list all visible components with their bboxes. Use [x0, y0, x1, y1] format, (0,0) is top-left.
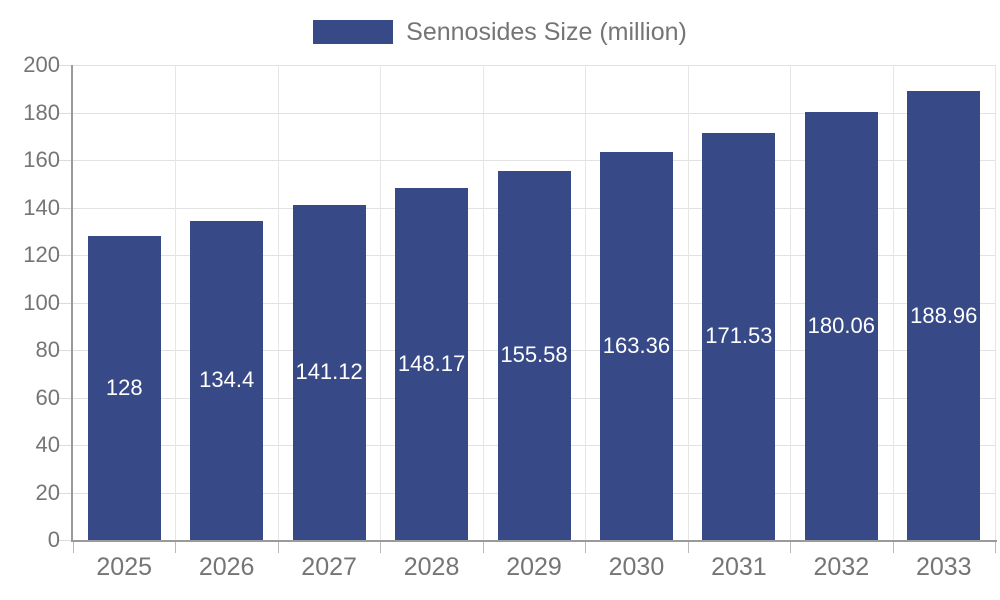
- bar-2028: 148.17: [395, 188, 469, 540]
- y-axis-line: [71, 65, 73, 542]
- bar-2029: 155.58: [497, 170, 571, 540]
- bar-value-label-2028: 148.17: [397, 351, 466, 377]
- bar-value-label-2027: 141.12: [295, 359, 363, 385]
- gridline-x-boundary-7: [790, 65, 792, 540]
- x-axis-label-2033: 2033: [915, 553, 972, 581]
- gridline-x-boundary-4: [482, 65, 484, 540]
- gridline-y-160: [73, 160, 995, 161]
- y-axis-label-40: 40: [35, 432, 60, 457]
- gridline-x-boundary-6: [687, 65, 689, 540]
- x-axis-tick-9: [995, 542, 996, 553]
- x-axis-tick-7: [790, 542, 792, 553]
- bar-2031: 171.53: [702, 132, 776, 540]
- y-axis-label-0: 0: [47, 527, 60, 552]
- bar-value-label-2031: 171.53: [705, 323, 773, 349]
- y-axis-label-60: 60: [35, 384, 60, 410]
- gridline-y-180: [73, 112, 995, 114]
- x-axis-label-2027: 2027: [301, 553, 357, 581]
- y-axis-tick-160: [58, 160, 71, 161]
- gridline-x-boundary-9: [995, 65, 996, 540]
- x-axis-label-2030: 2030: [608, 553, 665, 581]
- x-axis-tick-1: [175, 542, 177, 553]
- y-axis-label-180: 180: [23, 99, 60, 125]
- y-axis-label-100: 100: [23, 289, 60, 315]
- y-axis-tick-20: [58, 492, 71, 494]
- bar-2026: 134.4: [190, 220, 264, 540]
- gridline-x-boundary-3: [380, 65, 382, 540]
- legend-swatch: [313, 20, 394, 44]
- gridline-x-boundary-8: [892, 65, 894, 540]
- x-axis-tick-8: [892, 542, 894, 553]
- bar-value-label-2029: 155.58: [500, 342, 568, 368]
- x-axis-label-2026: 2026: [198, 553, 255, 581]
- bar-2033: 188.96: [907, 91, 981, 540]
- y-axis-label-20: 20: [35, 479, 60, 505]
- y-axis-tick-80: [58, 350, 71, 351]
- x-axis-line: [71, 540, 997, 542]
- bar-value-label-2030: 163.36: [602, 333, 671, 359]
- bar-value-label-2033: 188.96: [910, 302, 978, 328]
- y-axis-tick-140: [58, 207, 71, 209]
- x-axis-label-2032: 2032: [813, 553, 870, 581]
- x-axis-tick-5: [585, 542, 587, 553]
- x-axis-tick-3: [380, 542, 382, 553]
- y-axis-tick-120: [58, 255, 71, 256]
- y-axis-tick-0: [58, 540, 71, 541]
- bar-2027: 141.12: [292, 204, 366, 540]
- y-axis-label-120: 120: [23, 242, 60, 267]
- bar-2025: 128: [87, 236, 161, 540]
- bar-value-label-2026: 134.4: [199, 367, 255, 393]
- gridline-x-boundary-5: [585, 65, 587, 540]
- y-axis-tick-100: [58, 302, 71, 304]
- bar-2030: 163.36: [599, 152, 673, 540]
- y-axis-tick-40: [58, 445, 71, 446]
- legend[interactable]: Sennosides Size (million): [0, 14, 1000, 50]
- x-axis-label-2028: 2028: [403, 553, 460, 581]
- gridline-x-boundary-2: [277, 65, 279, 540]
- x-axis-tick-4: [482, 542, 484, 553]
- gridline-x-boundary-1: [175, 65, 177, 540]
- plot-area: 0 20 40 60 80 100 120 140 160 180 200 128 2025 134.4 2…: [23, 54, 997, 580]
- y-axis-label-140: 140: [23, 194, 60, 220]
- x-axis-tick-0: [73, 542, 74, 553]
- x-axis-label-2025: 2025: [96, 553, 153, 581]
- x-axis-tick-6: [687, 542, 689, 553]
- y-axis-tick-60: [58, 397, 71, 399]
- x-axis-label-2029: 2029: [506, 553, 562, 581]
- x-axis-label-2031: 2031: [711, 553, 767, 581]
- bar-value-label-2025: 128: [105, 375, 143, 400]
- bar-value-label-2032: 180.06: [807, 313, 875, 339]
- y-axis-label-160: 160: [23, 147, 60, 172]
- y-axis-label-200: 200: [23, 52, 60, 77]
- y-axis-label-80: 80: [35, 337, 60, 362]
- bar-2032: 180.06: [804, 112, 878, 540]
- legend-label: Sennosides Size (million): [406, 17, 687, 46]
- y-axis-tick-180: [58, 112, 71, 114]
- x-axis-tick-2: [277, 542, 279, 553]
- gridline-y-200: [73, 65, 995, 66]
- y-axis-tick-200: [58, 65, 71, 66]
